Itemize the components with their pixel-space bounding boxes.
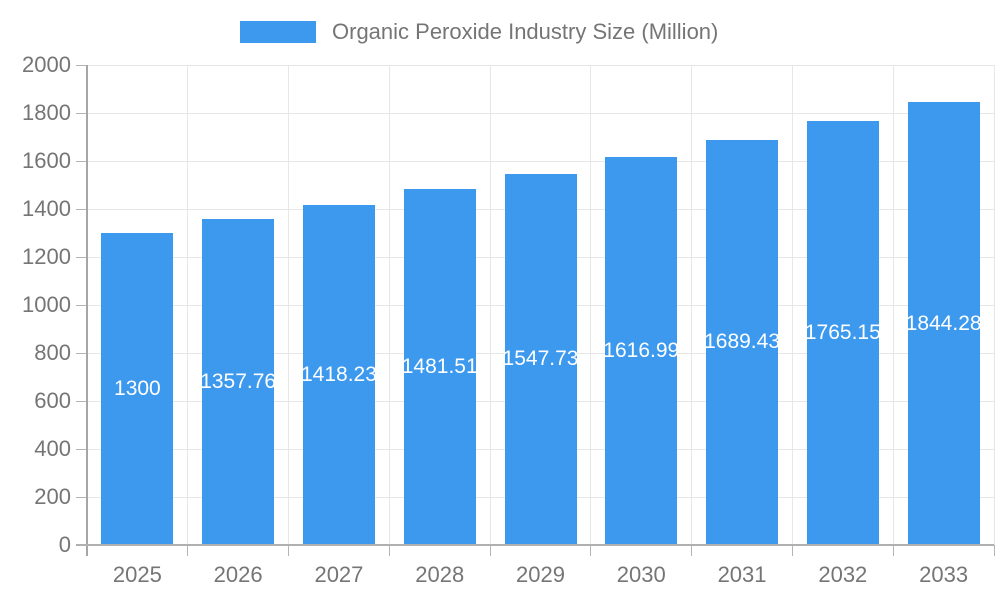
legend-swatch-icon (240, 21, 316, 43)
bar-value-label: 1844.28 (905, 311, 982, 335)
y-tick-label: 1800 (22, 100, 71, 125)
bar[interactable]: 1844.28 (905, 102, 982, 545)
x-tick-label: 2028 (415, 562, 465, 587)
x-tick-label: 2031 (717, 562, 767, 587)
bar-value-label: 1616.99 (603, 338, 680, 362)
y-tick-label: 1600 (22, 148, 71, 173)
y-tick (76, 160, 87, 162)
x-tick-label: 2032 (818, 562, 868, 587)
legend-label: Organic Peroxide Industry Size (Million) (332, 19, 719, 44)
bar[interactable]: 1481.51 (401, 189, 478, 545)
x-tick-label: 2027 (314, 562, 364, 587)
y-tick (76, 496, 87, 498)
y-tick-label: 800 (34, 340, 71, 365)
x-axis-line (76, 544, 994, 546)
gridline-v (288, 65, 290, 545)
y-tick-label: 1000 (22, 292, 71, 317)
bar-value-label: 1547.73 (502, 347, 579, 371)
x-tick (187, 545, 189, 556)
x-tick (489, 545, 491, 556)
bar[interactable]: 1300 (101, 233, 174, 545)
gridline-h (87, 64, 994, 66)
x-tick (288, 545, 290, 556)
y-tick (76, 64, 87, 66)
x-tick (892, 545, 894, 556)
x-tick (388, 545, 390, 556)
gridline-v (590, 65, 592, 545)
y-tick-label: 200 (34, 484, 71, 509)
bar-value-label: 1765.15 (804, 321, 881, 345)
x-tick-label: 2029 (516, 562, 565, 587)
bar-value-label: 1357.76 (200, 370, 277, 394)
x-tick-label: 2025 (112, 562, 162, 587)
gridline-v (791, 65, 793, 545)
y-tick-label: 400 (34, 436, 71, 461)
y-tick (76, 304, 87, 306)
bar[interactable]: 1689.43 (704, 139, 781, 545)
gridline-h (87, 112, 994, 114)
bar[interactable]: 1357.76 (200, 219, 277, 545)
legend-item[interactable]: Organic Peroxide Industry Size (Million) (240, 19, 719, 44)
bar-value-label: 1300 (114, 377, 161, 400)
x-tick-label: 2030 (616, 562, 666, 587)
gridline-v (489, 65, 491, 545)
y-tick (76, 112, 87, 114)
bar-value-label: 1418.23 (300, 362, 377, 386)
gridline-v (187, 65, 189, 545)
y-tick-label: 1200 (22, 244, 71, 269)
x-tick (993, 545, 995, 556)
x-tick (691, 545, 693, 556)
y-tick (76, 352, 87, 354)
bar[interactable]: 1765.15 (804, 121, 881, 545)
gridline-v (388, 65, 390, 545)
y-tick-label: 1400 (22, 196, 71, 221)
gridline-h (87, 160, 994, 162)
bar-value-label: 1481.51 (401, 355, 478, 379)
bar[interactable]: 1616.99 (603, 156, 680, 545)
bar[interactable]: 1418.23 (300, 204, 377, 545)
gridline-v (691, 65, 693, 545)
y-tick-label: 2000 (22, 52, 71, 77)
gridline-v (993, 65, 995, 545)
y-tick (76, 256, 87, 258)
x-tick (791, 545, 793, 556)
x-tick (590, 545, 592, 556)
x-tick-label: 2026 (213, 562, 263, 587)
bar[interactable]: 1547.73 (502, 173, 579, 545)
x-tick-label: 2033 (919, 562, 969, 587)
y-tick (76, 448, 87, 450)
bar-value-label: 1689.43 (704, 330, 781, 354)
y-tick-label: 600 (34, 388, 71, 413)
y-tick (76, 400, 87, 402)
y-tick (76, 208, 87, 210)
gridline-v (892, 65, 894, 545)
y-axis-line (86, 65, 88, 556)
y-tick-label: 0 (58, 532, 71, 557)
